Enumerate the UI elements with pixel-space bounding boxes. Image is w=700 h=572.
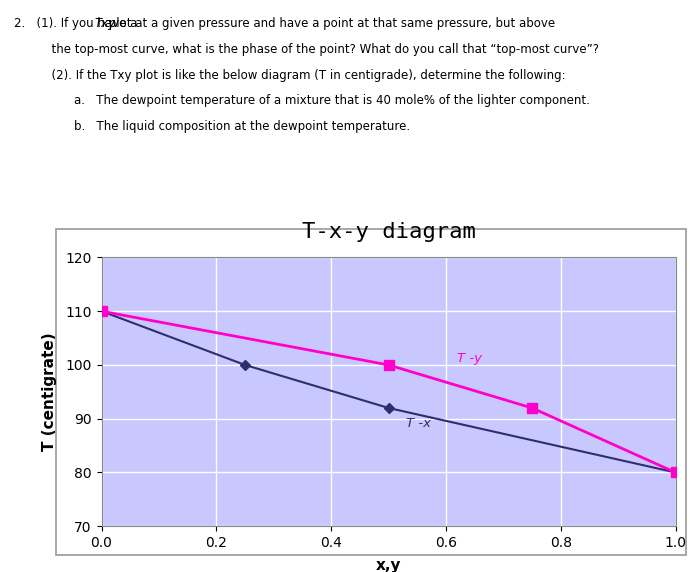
Text: the top-most curve, what is the phase of the point? What do you call that “top-m: the top-most curve, what is the phase of… — [14, 43, 599, 56]
Text: T -x: T -x — [406, 417, 430, 430]
Text: 2.   (1). If you have a: 2. (1). If you have a — [14, 17, 141, 30]
X-axis label: x,y: x,y — [376, 558, 401, 572]
Text: a.   The dewpoint temperature of a mixture that is 40 mole% of the lighter compo: a. The dewpoint temperature of a mixture… — [14, 94, 590, 108]
Text: plot at a given pressure and have a point at that same pressure, but above: plot at a given pressure and have a poin… — [105, 17, 555, 30]
Text: Txy: Txy — [94, 17, 116, 30]
Text: b.   The liquid composition at the dewpoint temperature.: b. The liquid composition at the dewpoin… — [14, 120, 410, 133]
Y-axis label: T (centigrate): T (centigrate) — [42, 332, 57, 451]
Text: (2). If the Txy plot is like the below diagram (T in centigrade), determine the : (2). If the Txy plot is like the below d… — [14, 69, 566, 82]
Title: T-x-y diagram: T-x-y diagram — [302, 222, 475, 242]
Text: T -y: T -y — [457, 352, 482, 366]
